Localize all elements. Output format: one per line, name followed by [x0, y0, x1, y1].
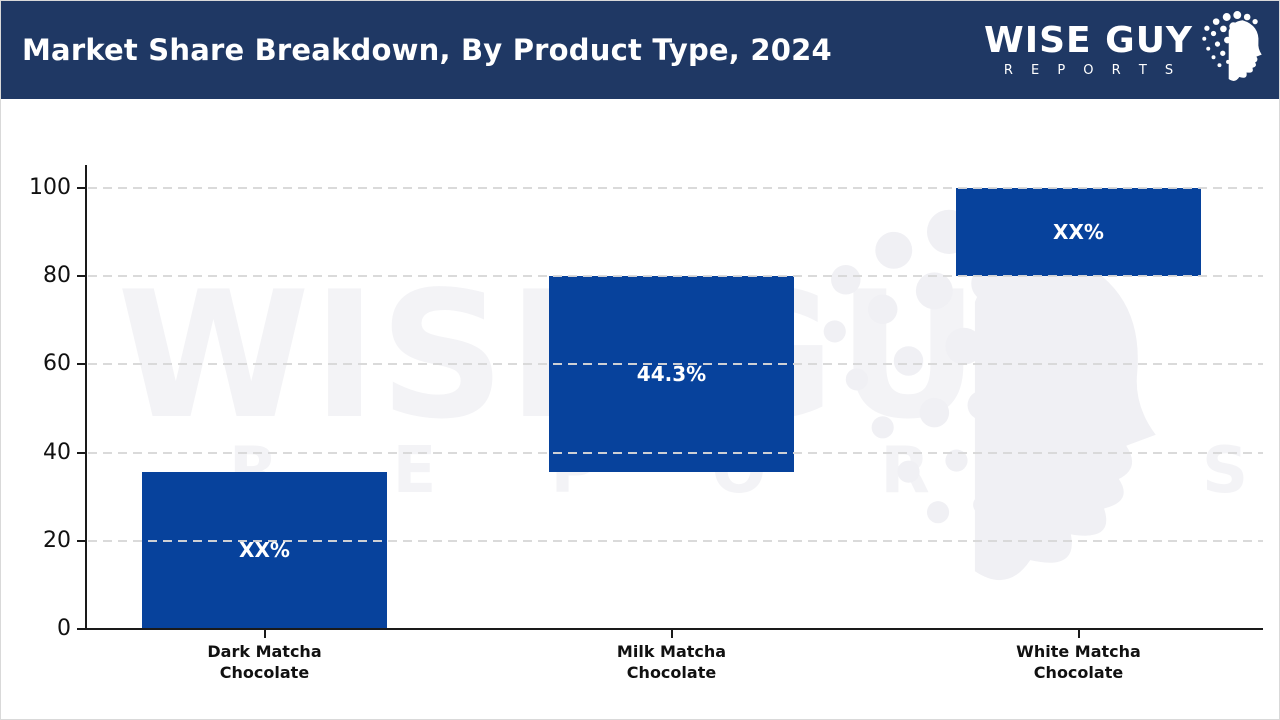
y-tick-label: 80	[43, 263, 71, 289]
x-tick-mark	[1077, 630, 1080, 638]
logo-text: WISE GUY R E P O R T S	[983, 20, 1193, 78]
y-tick-label: 100	[29, 175, 71, 200]
y-tick-mark	[77, 451, 86, 454]
y-tick-label: 40	[43, 439, 71, 465]
x-axis-line	[85, 628, 1263, 630]
gridline	[88, 451, 1263, 454]
x-tick-mark	[263, 630, 266, 638]
logo-wordmark: WISE GUY	[983, 20, 1193, 61]
page-title: Market Share Breakdown, By Product Type,…	[22, 33, 832, 67]
y-tick-mark	[77, 628, 86, 630]
x-category-label: Dark Matcha Chocolate	[207, 642, 322, 682]
gridline	[88, 363, 1263, 366]
gridline	[88, 539, 1263, 542]
y-tick-mark	[77, 363, 86, 366]
bar	[549, 276, 794, 472]
bar	[142, 471, 387, 629]
y-tick-label: 20	[43, 527, 71, 553]
gridline	[88, 187, 1263, 189]
y-tick-label: 60	[43, 351, 71, 377]
y-tick-label: 0	[57, 616, 71, 641]
y-tick-mark	[77, 187, 86, 189]
bar-value-label: 44.3%	[636, 361, 707, 386]
x-tick-mark	[670, 630, 673, 638]
bar-value-label: XX%	[239, 538, 290, 563]
bar-value-label: XX%	[1053, 220, 1104, 245]
y-tick-mark	[77, 275, 86, 278]
header: Market Share Breakdown, By Product Type,…	[1, 1, 1279, 99]
x-category-label: White Matcha Chocolate	[1016, 642, 1141, 682]
y-axis-line	[85, 165, 87, 630]
gridline	[88, 275, 1263, 278]
brand-logo: WISE GUY R E P O R T S	[984, 11, 1265, 89]
y-tick-mark	[77, 539, 86, 542]
logo-face-icon	[1202, 11, 1262, 81]
logo-subtext: R E P O R T S	[1003, 63, 1181, 78]
x-category-label: Milk Matcha Chocolate	[616, 642, 727, 682]
